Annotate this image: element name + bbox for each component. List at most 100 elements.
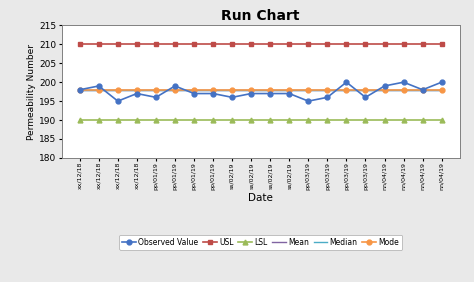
Legend: Observed Value, USL, LSL, Mean, Median, Mode: Observed Value, USL, LSL, Mean, Median, …	[119, 235, 402, 250]
Mean	[363, 89, 368, 92]
Median	[229, 89, 235, 92]
Observed Value	[344, 80, 349, 84]
Median	[401, 89, 406, 92]
Mean	[325, 89, 330, 92]
Observed Value	[325, 96, 330, 99]
Mean	[115, 89, 121, 92]
Mode	[229, 88, 235, 91]
Mode	[153, 88, 159, 91]
Mean	[344, 89, 349, 92]
LSL	[305, 118, 311, 122]
USL	[248, 43, 254, 46]
Median	[77, 89, 82, 92]
LSL	[248, 118, 254, 122]
Median	[363, 89, 368, 92]
USL	[305, 43, 311, 46]
Mean	[77, 89, 82, 92]
LSL	[77, 118, 82, 122]
USL	[153, 43, 159, 46]
Observed Value	[286, 92, 292, 95]
Observed Value	[420, 88, 426, 91]
Median	[191, 89, 197, 92]
LSL	[191, 118, 197, 122]
Median	[267, 89, 273, 92]
Median	[96, 89, 101, 92]
Mean	[382, 89, 387, 92]
LSL	[153, 118, 159, 122]
Mean	[401, 89, 406, 92]
Median	[305, 89, 311, 92]
Mode	[382, 88, 387, 91]
Mean	[286, 89, 292, 92]
Observed Value	[77, 88, 82, 91]
Mean	[134, 89, 140, 92]
Mean	[439, 89, 445, 92]
Line: Observed Value: Observed Value	[77, 80, 444, 103]
LSL	[267, 118, 273, 122]
X-axis label: Date: Date	[248, 193, 273, 203]
Mean	[96, 89, 101, 92]
USL	[439, 43, 445, 46]
Line: Mode: Mode	[77, 87, 444, 92]
LSL	[439, 118, 445, 122]
Observed Value	[134, 92, 140, 95]
USL	[115, 43, 121, 46]
USL	[229, 43, 235, 46]
Median	[172, 89, 178, 92]
Observed Value	[401, 80, 406, 84]
Mode	[210, 88, 216, 91]
Median	[286, 89, 292, 92]
Mode	[96, 88, 101, 91]
Mode	[439, 88, 445, 91]
Line: USL: USL	[77, 42, 444, 47]
Mean	[267, 89, 273, 92]
Mode	[77, 88, 82, 91]
Mean	[153, 89, 159, 92]
Observed Value	[267, 92, 273, 95]
Mode	[305, 88, 311, 91]
Observed Value	[305, 100, 311, 103]
Median	[210, 89, 216, 92]
Mode	[267, 88, 273, 91]
Median	[439, 89, 445, 92]
Mode	[286, 88, 292, 91]
USL	[210, 43, 216, 46]
Mean	[305, 89, 311, 92]
Mode	[191, 88, 197, 91]
USL	[363, 43, 368, 46]
USL	[286, 43, 292, 46]
Title: Run Chart: Run Chart	[221, 9, 300, 23]
Mean	[248, 89, 254, 92]
Median	[153, 89, 159, 92]
Median	[248, 89, 254, 92]
Line: LSL: LSL	[77, 118, 444, 122]
LSL	[115, 118, 121, 122]
Observed Value	[191, 92, 197, 95]
USL	[191, 43, 197, 46]
Median	[420, 89, 426, 92]
Observed Value	[363, 96, 368, 99]
USL	[382, 43, 387, 46]
Mode	[363, 88, 368, 91]
LSL	[401, 118, 406, 122]
USL	[344, 43, 349, 46]
LSL	[344, 118, 349, 122]
Mean	[191, 89, 197, 92]
LSL	[363, 118, 368, 122]
Mean	[210, 89, 216, 92]
Mean	[229, 89, 235, 92]
LSL	[382, 118, 387, 122]
Mode	[401, 88, 406, 91]
Mode	[344, 88, 349, 91]
Mode	[248, 88, 254, 91]
Observed Value	[96, 84, 101, 88]
Mean	[420, 89, 426, 92]
LSL	[286, 118, 292, 122]
Median	[344, 89, 349, 92]
Mode	[420, 88, 426, 91]
USL	[134, 43, 140, 46]
Median	[325, 89, 330, 92]
Observed Value	[172, 84, 178, 88]
USL	[77, 43, 82, 46]
Mode	[115, 88, 121, 91]
